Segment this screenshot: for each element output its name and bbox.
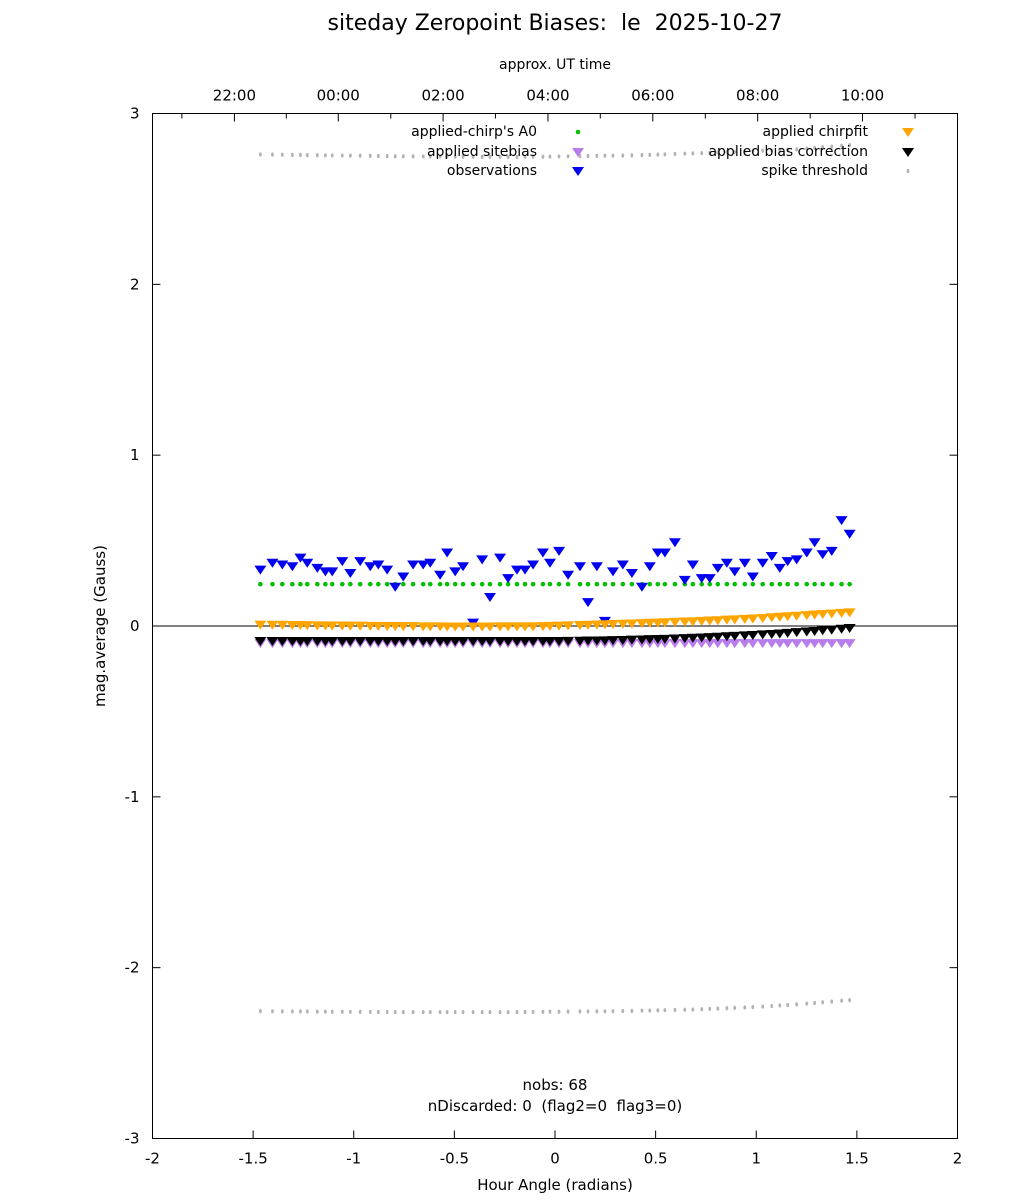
top-tick-label: 00:00 xyxy=(317,87,360,105)
ndiscarded-annotation: nDiscarded: 0 (flag2=0 flag3=0) xyxy=(427,1097,683,1115)
top-tick-label: 10:00 xyxy=(841,87,884,105)
series-spike_threshold xyxy=(258,143,852,1015)
x-tick-label: -2 xyxy=(145,1150,160,1168)
x-tick-label: 2 xyxy=(953,1150,963,1168)
top-tick-label: 06:00 xyxy=(631,87,674,105)
top-tick-label: 04:00 xyxy=(526,87,569,105)
legend-label-observations: observations xyxy=(446,163,537,179)
legend-markers xyxy=(572,128,914,176)
top-tick-label: 08:00 xyxy=(736,87,779,105)
x-axis-label: Hour Angle (radians) xyxy=(477,1176,633,1194)
series-observations xyxy=(254,516,856,628)
y-tick-label: -2 xyxy=(125,959,140,977)
legend-label-applied-chirpfit: applied chirpfit xyxy=(762,124,869,140)
x-tick-label: 1.5 xyxy=(845,1150,869,1168)
x-tick-label: 1 xyxy=(751,1150,761,1168)
x-tick-label: -1 xyxy=(346,1150,361,1168)
x-tick-label: -1.5 xyxy=(238,1150,267,1168)
top-tick-label: 22:00 xyxy=(213,87,256,105)
legend-label-applied-bias-correction: applied bias correction xyxy=(708,144,868,160)
x-tick-label: -0.5 xyxy=(440,1150,469,1168)
page-title: siteday Zeropoint Biases: le 2025-10-27 xyxy=(327,11,783,36)
series-bias_correction xyxy=(254,624,856,647)
y-tick-label: -1 xyxy=(125,788,140,806)
y-tick-label: 3 xyxy=(130,105,140,123)
y-axis-label: mag.average (Gauss) xyxy=(91,545,109,707)
legend-label-applied-chirps-a0: applied-chirp's A0 xyxy=(411,124,537,140)
nobs-annotation: nobs: 68 xyxy=(522,1076,588,1094)
x-axis-ticks: -2 -1.5 -1 -0.5 0 0.5 1 1.5 2 xyxy=(145,1130,963,1168)
legend-label-spike-threshold: spike threshold xyxy=(761,163,868,179)
y-tick-label: 1 xyxy=(130,446,140,464)
top-axis-ticks: 22:00 00:00 02:00 04:00 06:00 08:00 10:00 xyxy=(181,87,916,122)
series-a0 xyxy=(258,581,852,587)
y-tick-label: -3 xyxy=(125,1130,140,1148)
x-tick-label: 0.5 xyxy=(644,1150,668,1168)
y-tick-label: 2 xyxy=(130,275,140,293)
y-axis-ticks: 3 2 1 0 -1 -2 -3 xyxy=(125,105,958,1148)
legend-label-applied-sitebias: applied sitebias xyxy=(426,144,537,160)
x-tick-label: 0 xyxy=(550,1150,560,1168)
top-tick-label: 02:00 xyxy=(421,87,464,105)
top-axis-label: approx. UT time xyxy=(499,57,611,73)
series-chirpfit xyxy=(254,608,856,632)
y-tick-label: 0 xyxy=(130,617,140,635)
